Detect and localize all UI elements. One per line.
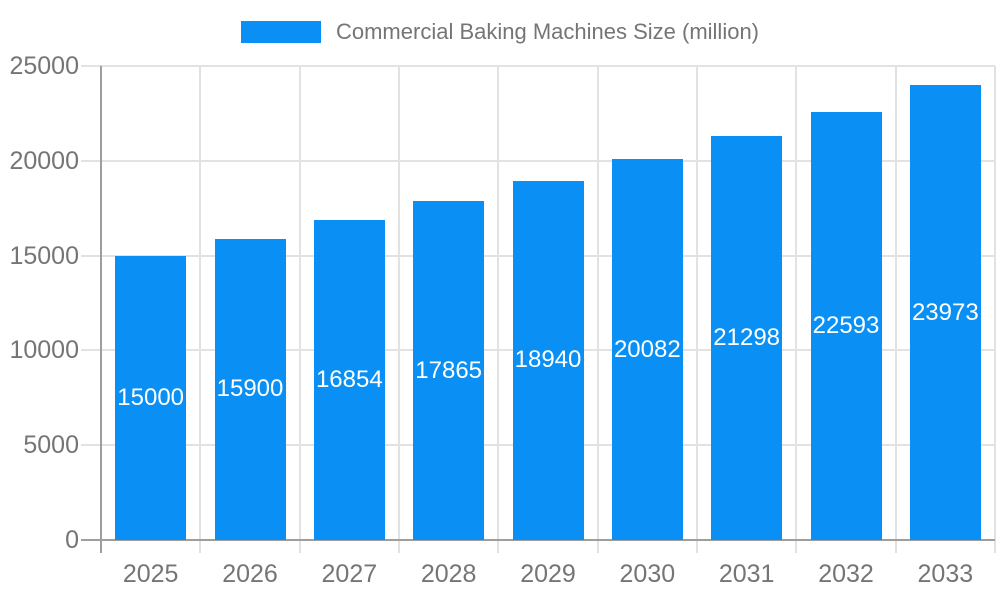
x-gridline: [795, 66, 798, 553]
y-axis-line: [100, 66, 102, 553]
x-gridline: [596, 66, 599, 553]
x-tick-label: 2030: [619, 560, 676, 588]
bar[interactable]: [313, 220, 385, 540]
bar-value-label: 18940: [514, 346, 582, 374]
y-tick-label: 10000: [9, 336, 79, 365]
legend-label: Commercial Baking Machines Size (million…: [335, 19, 760, 44]
bar-value-label: 21298: [713, 324, 781, 352]
bar[interactable]: [611, 159, 683, 540]
y-tick-label: 0: [65, 526, 79, 554]
x-tick-label: 2026: [222, 560, 278, 588]
bar[interactable]: [909, 85, 981, 540]
x-tick-label: 2025: [122, 560, 179, 588]
bar-value-label: 23973: [911, 298, 979, 326]
legend-swatch-icon: [240, 21, 321, 43]
bar[interactable]: [115, 255, 187, 540]
bar[interactable]: [711, 136, 783, 540]
x-tick-label: 2033: [917, 560, 974, 588]
x-gridline: [497, 66, 500, 553]
x-gridline: [398, 66, 400, 553]
x-tick-label: 2027: [321, 560, 378, 588]
bar[interactable]: [810, 111, 882, 540]
x-tick-label: 2032: [818, 560, 874, 588]
legend[interactable]: Commercial Baking Machines Size (million…: [0, 19, 1000, 44]
bar[interactable]: [512, 180, 584, 540]
y-tick-label: 20000: [9, 146, 79, 175]
bar-value-label: 22593: [812, 311, 880, 339]
bar-value-label: 17865: [415, 356, 483, 384]
x-axis-line: [81, 539, 995, 541]
x-tick-label: 2031: [718, 560, 775, 588]
x-tick-label: 2029: [520, 560, 576, 588]
bar[interactable]: [214, 238, 286, 540]
x-gridline: [696, 66, 698, 553]
x-gridline: [894, 66, 897, 553]
bar-value-label: 15900: [216, 375, 284, 403]
y-tick-label: 15000: [9, 241, 79, 270]
bar-value-label: 15000: [117, 383, 185, 411]
x-gridline: [994, 66, 996, 553]
bar-value-label: 20082: [613, 335, 681, 363]
y-gridline: [81, 65, 995, 67]
x-gridline: [199, 66, 202, 553]
bar-value-label: 16854: [315, 366, 383, 394]
y-tick-label: 25000: [9, 52, 79, 80]
bar[interactable]: [413, 201, 485, 540]
y-tick-label: 5000: [23, 431, 79, 460]
x-tick-label: 2028: [420, 560, 477, 588]
x-gridline: [298, 66, 301, 553]
y-gridline: [81, 159, 995, 162]
